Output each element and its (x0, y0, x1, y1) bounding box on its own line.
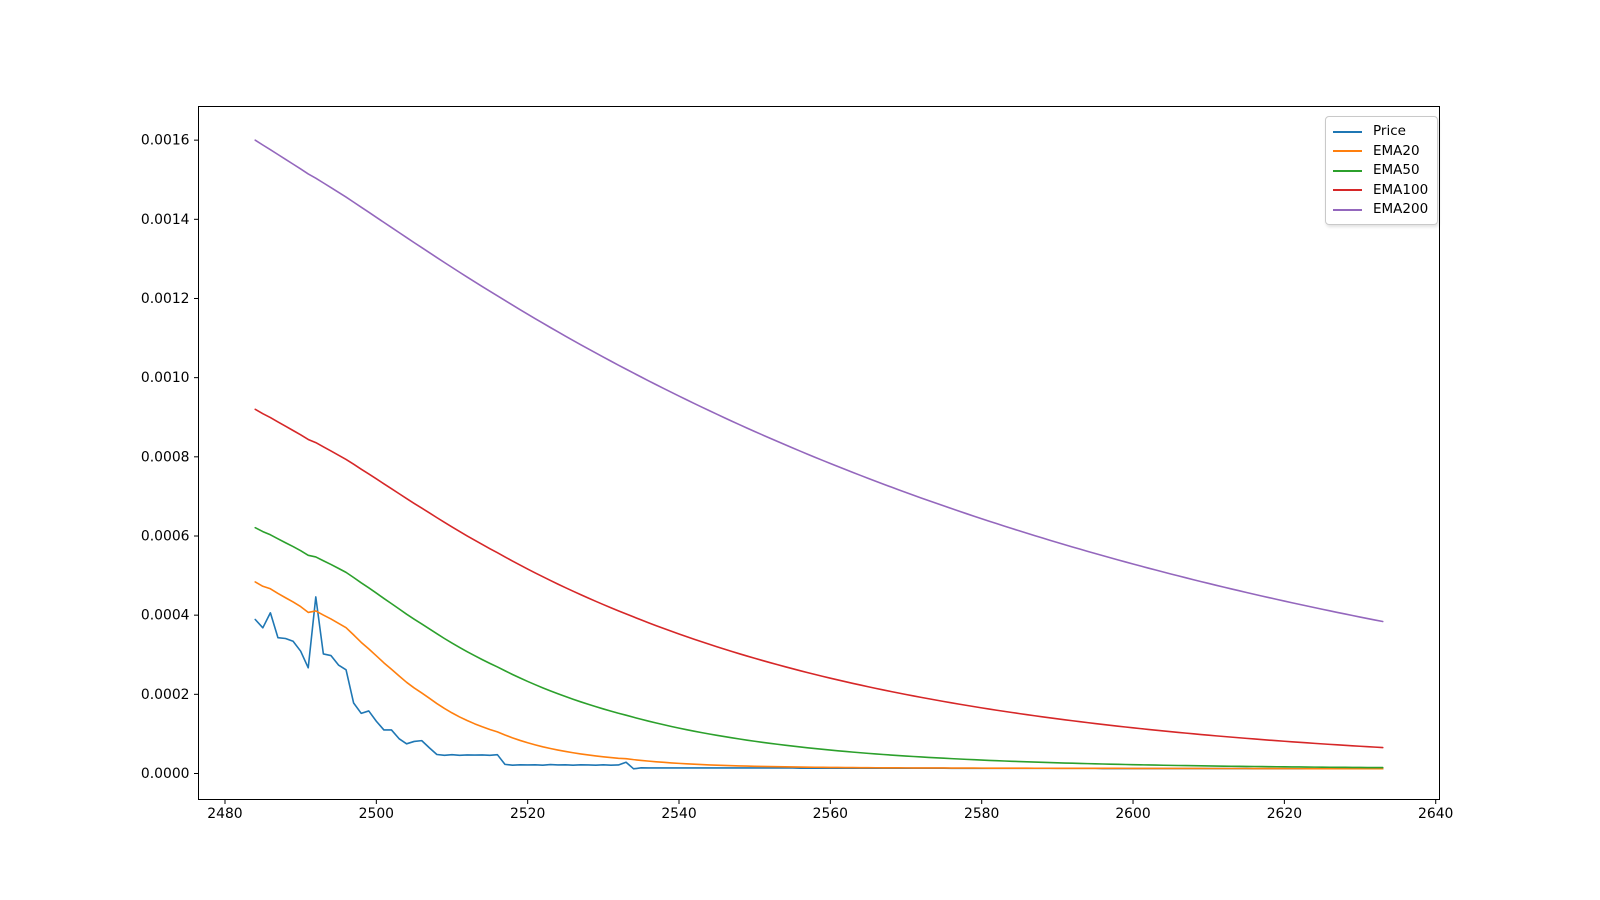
axes-frame (198, 106, 1440, 800)
y-tick-label: 0.0014 (141, 212, 190, 228)
x-tick-label: 2500 (359, 806, 394, 822)
legend-item-label: EMA100 (1373, 181, 1429, 198)
x-tick-label: 2640 (1418, 806, 1453, 822)
x-tick-label: 2520 (510, 806, 545, 822)
series-line-price (254, 596, 1384, 770)
legend-line-sample (1333, 150, 1362, 153)
legend-item: EMA200 (1333, 200, 1437, 220)
y-tick-label: 0.0012 (141, 291, 190, 307)
x-tick-label: 2560 (813, 806, 848, 822)
series-line-ema100 (254, 408, 1384, 749)
legend-item-label: EMA20 (1373, 142, 1420, 159)
legend-item-label: EMA200 (1373, 201, 1429, 217)
y-tick-label: 0.0000 (141, 766, 190, 782)
y-tick-label: 0.0010 (141, 370, 190, 386)
y-tick-label: 0.0006 (141, 528, 190, 544)
legend-item: EMA50 (1333, 161, 1437, 181)
x-tick-label: 2480 (207, 806, 242, 822)
legend: Price EMA20 EMA50 EMA100 EMA200 (1325, 116, 1438, 225)
x-tick-label: 2620 (1267, 806, 1302, 822)
x-tick-label: 2600 (1115, 806, 1150, 822)
series-line-ema200 (254, 139, 1384, 623)
y-tick-label: 0.0008 (141, 449, 190, 465)
legend-line-sample (1333, 130, 1362, 133)
y-tick-label: 0.0002 (141, 687, 190, 703)
legend-item: Price (1333, 122, 1437, 142)
series-line-ema50 (254, 526, 1384, 769)
legend-item-label: Price (1373, 123, 1406, 139)
y-tick-label: 0.0016 (141, 133, 190, 149)
legend-item: EMA100 (1333, 181, 1437, 201)
legend-line-sample (1333, 208, 1362, 211)
legend-item: EMA20 (1333, 142, 1437, 162)
x-tick-label: 2580 (964, 806, 999, 822)
y-tick-label: 0.0004 (141, 608, 190, 624)
legend-line-sample (1333, 169, 1362, 172)
legend-item-label: EMA50 (1373, 162, 1420, 178)
legend-line-sample (1333, 189, 1362, 192)
series-line-ema20 (254, 581, 1384, 770)
x-tick-label: 2540 (661, 806, 696, 822)
